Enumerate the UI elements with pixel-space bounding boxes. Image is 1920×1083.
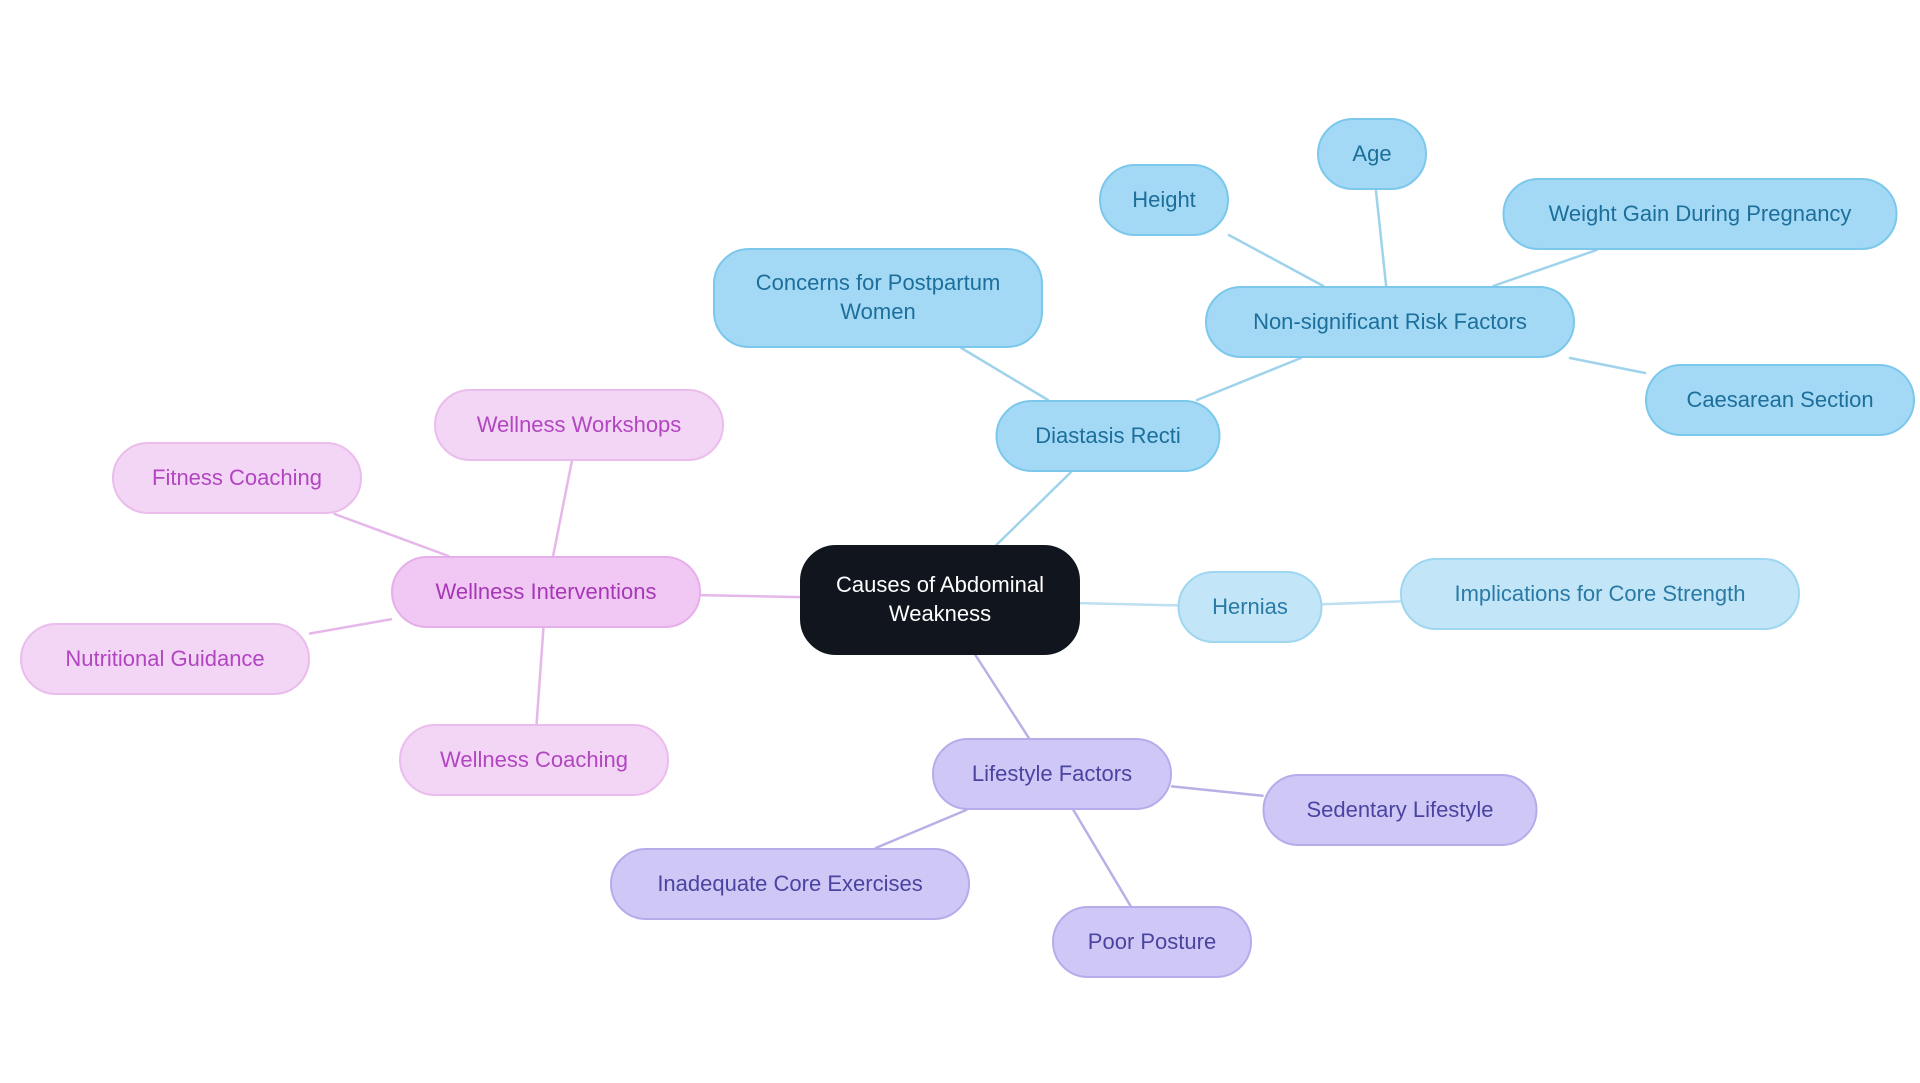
edge-wellness-workshops [553,461,572,556]
edge-lifestyle-inadequate [876,810,967,848]
edge-wellness-wellcoach [537,628,544,724]
node-fitness: Fitness Coaching [112,442,362,514]
node-center: Causes of Abdominal Weakness [800,545,1080,655]
edge-riskfactors-weightgain [1493,250,1596,286]
node-concerns: Concerns for Postpartum Women [713,248,1043,348]
edge-center-hernias [1080,603,1178,605]
node-lifestyle: Lifestyle Factors [932,738,1172,810]
node-posture: Poor Posture [1052,906,1252,978]
node-riskfactors: Non-significant Risk Factors [1205,286,1575,358]
edge-lifestyle-posture [1073,810,1130,906]
node-workshops: Wellness Workshops [434,389,724,461]
node-height: Height [1099,164,1229,236]
node-hernias: Hernias [1178,571,1323,643]
node-inadequate: Inadequate Core Exercises [610,848,970,920]
edge-riskfactors-age [1376,190,1386,286]
edge-center-diastasis [996,472,1071,545]
edge-diastasis-concerns [961,348,1048,400]
edge-riskfactors-height [1229,235,1323,286]
node-sedentary: Sedentary Lifestyle [1263,774,1538,846]
node-wellness: Wellness Interventions [391,556,701,628]
edge-wellness-fitness [335,514,449,556]
edge-diastasis-riskfactors [1197,358,1301,400]
node-diastasis: Diastasis Recti [996,400,1221,472]
mindmap-edges [0,0,1920,1083]
node-nutritional: Nutritional Guidance [20,623,310,695]
edge-hernias-implications [1323,601,1401,604]
edge-lifestyle-sedentary [1172,786,1263,795]
node-wellcoach: Wellness Coaching [399,724,669,796]
node-csection: Caesarean Section [1645,364,1915,436]
edge-riskfactors-csection [1570,358,1645,373]
node-implications: Implications for Core Strength [1400,558,1800,630]
edge-wellness-nutritional [310,619,391,633]
edge-center-lifestyle [975,655,1028,738]
node-weightgain: Weight Gain During Pregnancy [1503,178,1898,250]
edge-center-wellness [701,595,800,597]
node-age: Age [1317,118,1427,190]
